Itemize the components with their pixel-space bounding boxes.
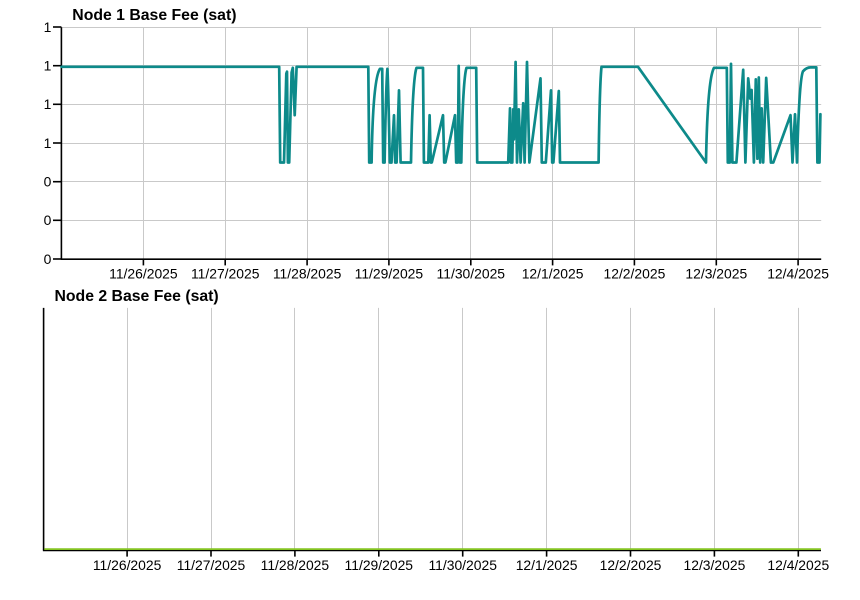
svg-text:11/27/2025: 11/27/2025 bbox=[191, 266, 260, 282]
svg-text:1: 1 bbox=[44, 135, 52, 151]
svg-text:0: 0 bbox=[44, 251, 52, 267]
svg-text:11/29/2025: 11/29/2025 bbox=[355, 266, 424, 282]
svg-text:12/1/2025: 12/1/2025 bbox=[522, 266, 584, 282]
svg-text:Node 1 Base Fee (sat): Node 1 Base Fee (sat) bbox=[72, 7, 236, 24]
svg-text:11/28/2025: 11/28/2025 bbox=[273, 266, 342, 282]
svg-text:11/30/2025: 11/30/2025 bbox=[428, 557, 497, 573]
svg-text:Node 2 Base Fee (sat): Node 2 Base Fee (sat) bbox=[55, 288, 219, 305]
svg-text:0: 0 bbox=[44, 212, 52, 228]
svg-text:11/26/2025: 11/26/2025 bbox=[109, 266, 178, 282]
svg-text:1: 1 bbox=[44, 19, 52, 35]
svg-text:11/30/2025: 11/30/2025 bbox=[437, 266, 506, 282]
svg-text:1: 1 bbox=[44, 96, 52, 112]
svg-text:12/1/2025: 12/1/2025 bbox=[516, 557, 578, 573]
svg-text:0: 0 bbox=[44, 174, 52, 190]
svg-text:12/3/2025: 12/3/2025 bbox=[685, 266, 747, 282]
svg-text:12/3/2025: 12/3/2025 bbox=[684, 557, 746, 573]
svg-text:12/4/2025: 12/4/2025 bbox=[767, 557, 829, 573]
svg-text:12/4/2025: 12/4/2025 bbox=[767, 266, 829, 282]
svg-text:1: 1 bbox=[44, 58, 52, 74]
svg-text:11/29/2025: 11/29/2025 bbox=[345, 557, 414, 573]
svg-text:11/27/2025: 11/27/2025 bbox=[177, 557, 246, 573]
svg-text:11/28/2025: 11/28/2025 bbox=[261, 557, 330, 573]
svg-text:12/2/2025: 12/2/2025 bbox=[600, 557, 662, 573]
svg-text:11/26/2025: 11/26/2025 bbox=[93, 557, 162, 573]
svg-text:12/2/2025: 12/2/2025 bbox=[604, 266, 666, 282]
